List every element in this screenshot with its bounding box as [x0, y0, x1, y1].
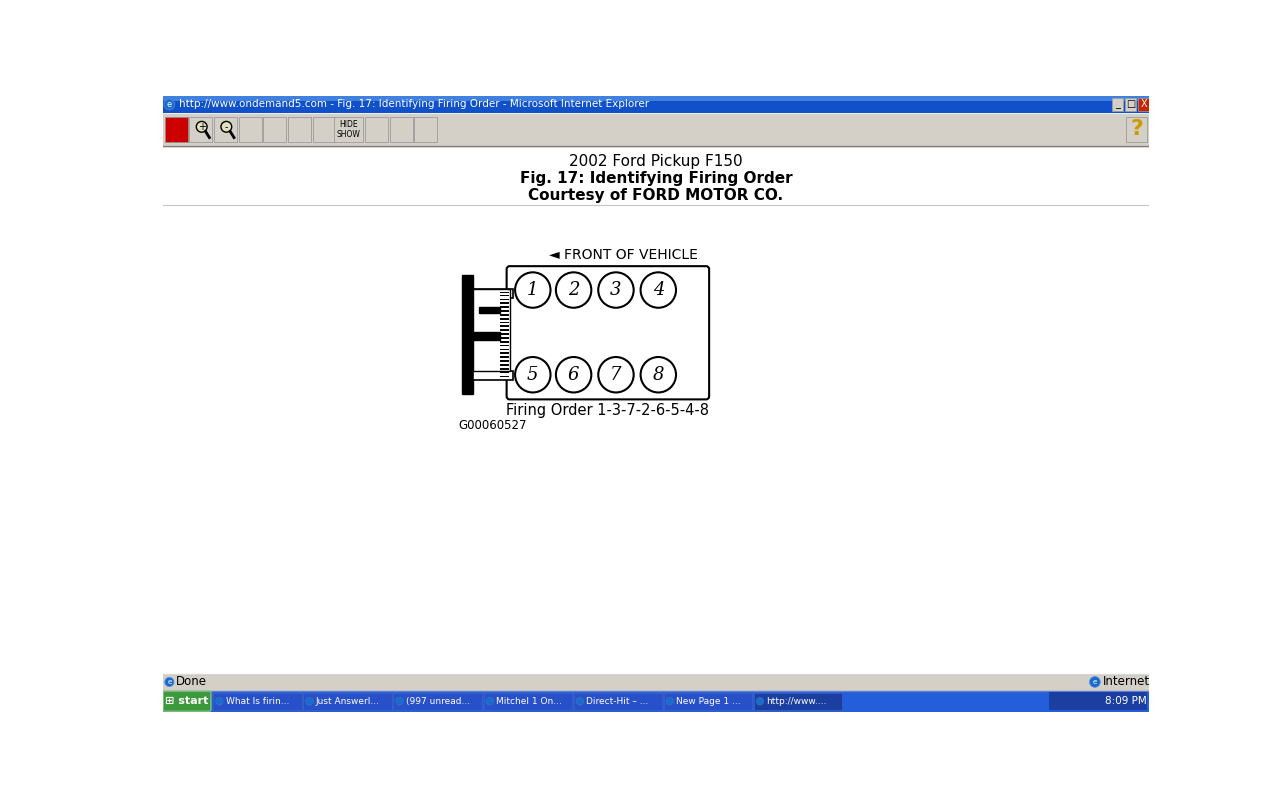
Text: Mitchel 1 On...: Mitchel 1 On...: [495, 697, 562, 706]
FancyBboxPatch shape: [1125, 117, 1147, 142]
FancyBboxPatch shape: [164, 691, 1149, 712]
Text: 8:09 PM: 8:09 PM: [1105, 696, 1147, 706]
Text: 6: 6: [568, 366, 580, 384]
Text: http://www....: http://www....: [767, 697, 827, 706]
Text: 4: 4: [653, 281, 664, 299]
Text: ⊞ start: ⊞ start: [165, 696, 209, 706]
Circle shape: [640, 357, 676, 393]
FancyBboxPatch shape: [238, 117, 262, 142]
Text: Just Answerl...: Just Answerl...: [316, 697, 380, 706]
Circle shape: [196, 122, 207, 132]
FancyBboxPatch shape: [303, 693, 392, 710]
FancyBboxPatch shape: [164, 146, 1149, 674]
FancyBboxPatch shape: [573, 693, 662, 710]
FancyBboxPatch shape: [484, 693, 572, 710]
Text: 5: 5: [527, 366, 539, 384]
Text: Fig. 17: Identifying Firing Order: Fig. 17: Identifying Firing Order: [520, 171, 792, 186]
FancyBboxPatch shape: [462, 274, 472, 394]
FancyBboxPatch shape: [664, 693, 753, 710]
Text: -: -: [224, 122, 228, 132]
Text: G00060527: G00060527: [458, 419, 526, 432]
Circle shape: [396, 698, 403, 705]
Circle shape: [1089, 677, 1101, 687]
Circle shape: [576, 698, 584, 705]
Text: HIDE
SHOW: HIDE SHOW: [337, 120, 361, 139]
Circle shape: [221, 122, 232, 132]
FancyBboxPatch shape: [472, 289, 509, 371]
FancyBboxPatch shape: [389, 117, 412, 142]
FancyBboxPatch shape: [754, 693, 842, 710]
FancyBboxPatch shape: [214, 117, 237, 142]
Circle shape: [215, 698, 223, 705]
Text: Direct-Hit – ...: Direct-Hit – ...: [586, 697, 648, 706]
FancyBboxPatch shape: [214, 693, 302, 710]
Circle shape: [164, 99, 175, 110]
FancyBboxPatch shape: [472, 289, 513, 298]
Circle shape: [756, 698, 764, 705]
Text: 3: 3: [611, 281, 622, 299]
FancyBboxPatch shape: [393, 693, 483, 710]
Text: Done: Done: [175, 675, 206, 689]
FancyBboxPatch shape: [164, 96, 1149, 101]
FancyBboxPatch shape: [189, 117, 212, 142]
FancyBboxPatch shape: [415, 117, 438, 142]
Circle shape: [306, 698, 314, 705]
Circle shape: [598, 272, 634, 308]
Text: Firing Order 1-3-7-2-6-5-4-8: Firing Order 1-3-7-2-6-5-4-8: [507, 402, 709, 418]
Circle shape: [486, 698, 494, 705]
Text: What Is firin...: What Is firin...: [225, 697, 289, 706]
FancyBboxPatch shape: [312, 117, 335, 142]
Text: 7: 7: [611, 366, 622, 384]
FancyBboxPatch shape: [164, 113, 1149, 146]
Text: X: X: [1140, 99, 1147, 110]
Text: _: _: [1115, 99, 1120, 110]
FancyBboxPatch shape: [288, 117, 311, 142]
Text: 2: 2: [568, 281, 580, 299]
Text: 1: 1: [527, 281, 539, 299]
Circle shape: [556, 272, 591, 308]
Text: □: □: [1126, 99, 1135, 110]
Circle shape: [515, 357, 550, 393]
Text: New Page 1 ...: New Page 1 ...: [676, 697, 741, 706]
Circle shape: [598, 357, 634, 393]
FancyBboxPatch shape: [165, 117, 188, 142]
FancyBboxPatch shape: [264, 117, 287, 142]
Circle shape: [666, 698, 673, 705]
FancyBboxPatch shape: [365, 117, 388, 142]
FancyBboxPatch shape: [164, 691, 211, 711]
FancyBboxPatch shape: [1138, 98, 1149, 110]
Text: ◄ FRONT OF VEHICLE: ◄ FRONT OF VEHICLE: [549, 248, 698, 262]
Circle shape: [556, 357, 591, 393]
FancyBboxPatch shape: [164, 96, 1149, 113]
Circle shape: [165, 678, 174, 686]
Text: http://www.ondemand5.com - Fig. 17: Identifying Firing Order - Microsoft Interne: http://www.ondemand5.com - Fig. 17: Iden…: [179, 99, 649, 110]
Text: (997 unread...: (997 unread...: [406, 697, 470, 706]
Text: e: e: [168, 679, 172, 685]
FancyBboxPatch shape: [479, 307, 500, 313]
FancyBboxPatch shape: [1125, 98, 1137, 110]
Text: ?: ?: [1130, 119, 1143, 139]
Circle shape: [640, 272, 676, 308]
Text: Courtesy of FORD MOTOR CO.: Courtesy of FORD MOTOR CO.: [529, 188, 783, 203]
Circle shape: [515, 272, 550, 308]
Text: e: e: [1093, 679, 1097, 685]
FancyBboxPatch shape: [334, 117, 364, 142]
Text: 8: 8: [653, 366, 664, 384]
FancyBboxPatch shape: [1112, 98, 1124, 110]
FancyBboxPatch shape: [507, 266, 709, 399]
Text: X: X: [168, 119, 184, 139]
Text: +: +: [197, 122, 206, 132]
FancyBboxPatch shape: [472, 371, 513, 380]
FancyBboxPatch shape: [472, 332, 499, 340]
Text: 2002 Ford Pickup F150: 2002 Ford Pickup F150: [570, 154, 742, 169]
Text: e: e: [166, 100, 172, 109]
FancyBboxPatch shape: [1048, 692, 1147, 710]
Text: Internet: Internet: [1102, 675, 1149, 689]
FancyBboxPatch shape: [164, 674, 1149, 691]
